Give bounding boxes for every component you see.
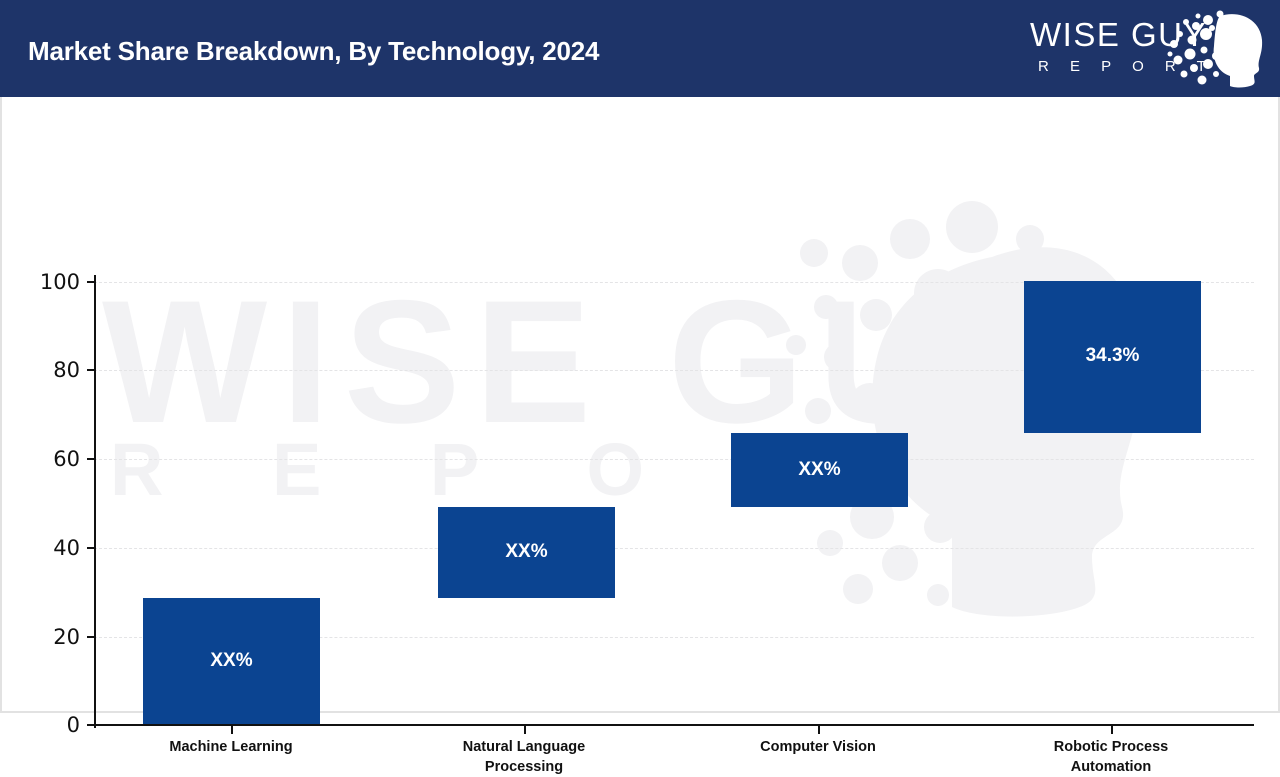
y-axis-label-40: 40 (53, 536, 80, 560)
x-axis-line (94, 724, 1254, 726)
gridline-20 (94, 637, 1254, 638)
bar-natural-language-processing[interactable]: XX% (438, 507, 615, 598)
bar-computer-vision[interactable]: XX% (731, 433, 908, 507)
bar-label-computer-vision: XX% (798, 459, 841, 480)
y-axis-label-100: 100 (39, 270, 80, 294)
y-axis-line (94, 275, 96, 728)
brand-logo: WISE GUY R E P O R T S (1020, 6, 1276, 92)
dotted-head-icon (1167, 10, 1263, 88)
x-axis-label-robotic-process-automation: Robotic Process Automation (991, 737, 1231, 777)
x-axis-label-line: Automation (1070, 759, 1152, 775)
x-axis-label-line: Machine Learning (169, 739, 293, 755)
y-tick-0 (87, 724, 95, 726)
page-header: Market Share Breakdown, By Technology, 2… (0, 0, 1280, 97)
bar-label-robotic-process-automation: 34.3% (1085, 345, 1140, 366)
chart-frame: WISE GUY R E P O R T S (0, 97, 1280, 775)
page-title: Market Share Breakdown, By Technology, 2… (28, 36, 600, 66)
gridline-60 (94, 459, 1254, 460)
gridline-80 (94, 370, 1254, 371)
y-axis-label-80: 80 (53, 358, 80, 382)
bar-robotic-process-automation[interactable]: 34.3% (1024, 281, 1201, 433)
bar-machine-learning[interactable]: XX% (143, 598, 320, 725)
gridline-100 (94, 282, 1254, 283)
x-axis-label-line: Processing (484, 759, 564, 775)
waterfall-chart: WISE GUY R E P O R T S (2, 97, 1278, 775)
y-tick-100 (87, 281, 95, 283)
x-axis-label-machine-learning: Machine Learning (111, 737, 351, 757)
y-tick-40 (87, 547, 95, 549)
x-axis-label-line: Robotic Process (1053, 739, 1169, 755)
x-axis-label-computer-vision: Computer Vision (698, 737, 938, 757)
x-axis-label-line: Computer Vision (760, 739, 876, 755)
bar-label-natural-language-processing: XX% (505, 541, 548, 562)
x-tick-computer-vision (818, 725, 820, 734)
logo-wordmark-secondary: R E P O R T S (1038, 58, 1246, 75)
y-axis-label-20: 20 (53, 625, 80, 649)
y-tick-80 (87, 369, 95, 371)
x-tick-robotic-process-automation (1111, 725, 1113, 734)
y-tick-60 (87, 458, 95, 460)
x-axis-label-natural-language-processing: Natural Language Processing (404, 737, 644, 777)
x-axis-label-line: Natural Language (462, 739, 586, 755)
y-axis-label-60: 60 (53, 447, 80, 471)
y-tick-20 (87, 636, 95, 638)
bar-label-machine-learning: XX% (210, 650, 253, 671)
x-tick-machine-learning (231, 725, 233, 734)
gridline-40 (94, 548, 1254, 549)
y-axis-label-0: 0 (66, 713, 80, 737)
x-tick-natural-language-processing (524, 725, 526, 734)
